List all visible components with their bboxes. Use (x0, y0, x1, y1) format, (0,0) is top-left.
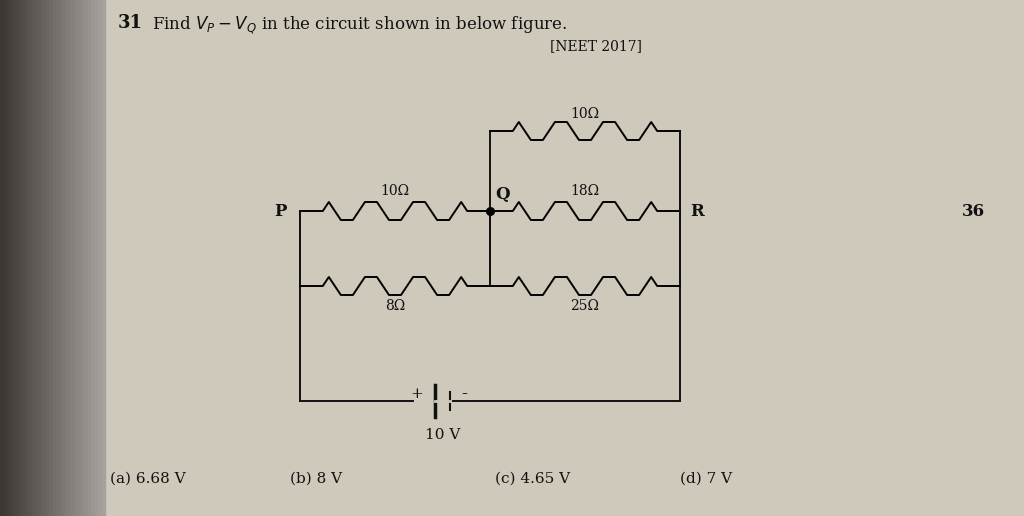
Bar (63, 0, 67, 516)
Bar (67, 0, 70, 516)
Bar (77, 0, 81, 516)
Text: Find $V_P - V_Q$ in the circuit shown in below figure.: Find $V_P - V_Q$ in the circuit shown in… (152, 14, 567, 36)
Text: R: R (690, 202, 703, 219)
Text: P: P (274, 202, 287, 219)
Bar (49, 0, 52, 516)
Bar (0, 0, 3, 516)
Bar (52, 0, 56, 516)
Bar (42, 0, 45, 516)
Bar (10, 0, 14, 516)
Text: (a) 6.68 V: (a) 6.68 V (110, 472, 185, 486)
Bar (74, 0, 77, 516)
Text: 10Ω: 10Ω (570, 107, 600, 121)
Bar (45, 0, 49, 516)
Bar (17, 0, 22, 516)
Bar (7, 0, 10, 516)
Text: [NEET 2017]: [NEET 2017] (550, 39, 642, 53)
Bar (94, 0, 98, 516)
Bar (14, 0, 17, 516)
Text: 25Ω: 25Ω (570, 299, 599, 313)
Bar (32, 0, 35, 516)
Text: (d) 7 V: (d) 7 V (680, 472, 732, 486)
Bar (81, 0, 84, 516)
Bar (59, 0, 63, 516)
Text: 8Ω: 8Ω (385, 299, 406, 313)
Bar (91, 0, 94, 516)
Bar (87, 0, 91, 516)
Bar (84, 0, 87, 516)
Bar (56, 0, 59, 516)
Bar (28, 0, 32, 516)
Bar (101, 0, 105, 516)
Bar (39, 0, 42, 516)
Text: (c) 4.65 V: (c) 4.65 V (495, 472, 570, 486)
Text: (b) 8 V: (b) 8 V (290, 472, 342, 486)
Text: 36: 36 (962, 202, 985, 219)
Bar (3, 0, 7, 516)
Text: 31: 31 (118, 14, 143, 32)
Bar (22, 0, 25, 516)
Bar (35, 0, 39, 516)
Text: 10Ω: 10Ω (381, 184, 410, 198)
Bar (25, 0, 28, 516)
Text: 10 V: 10 V (425, 428, 460, 442)
Text: -: - (461, 385, 467, 403)
Bar (70, 0, 74, 516)
Text: Q: Q (495, 186, 510, 203)
Text: 18Ω: 18Ω (570, 184, 600, 198)
Bar (98, 0, 101, 516)
Text: +: + (411, 387, 423, 401)
